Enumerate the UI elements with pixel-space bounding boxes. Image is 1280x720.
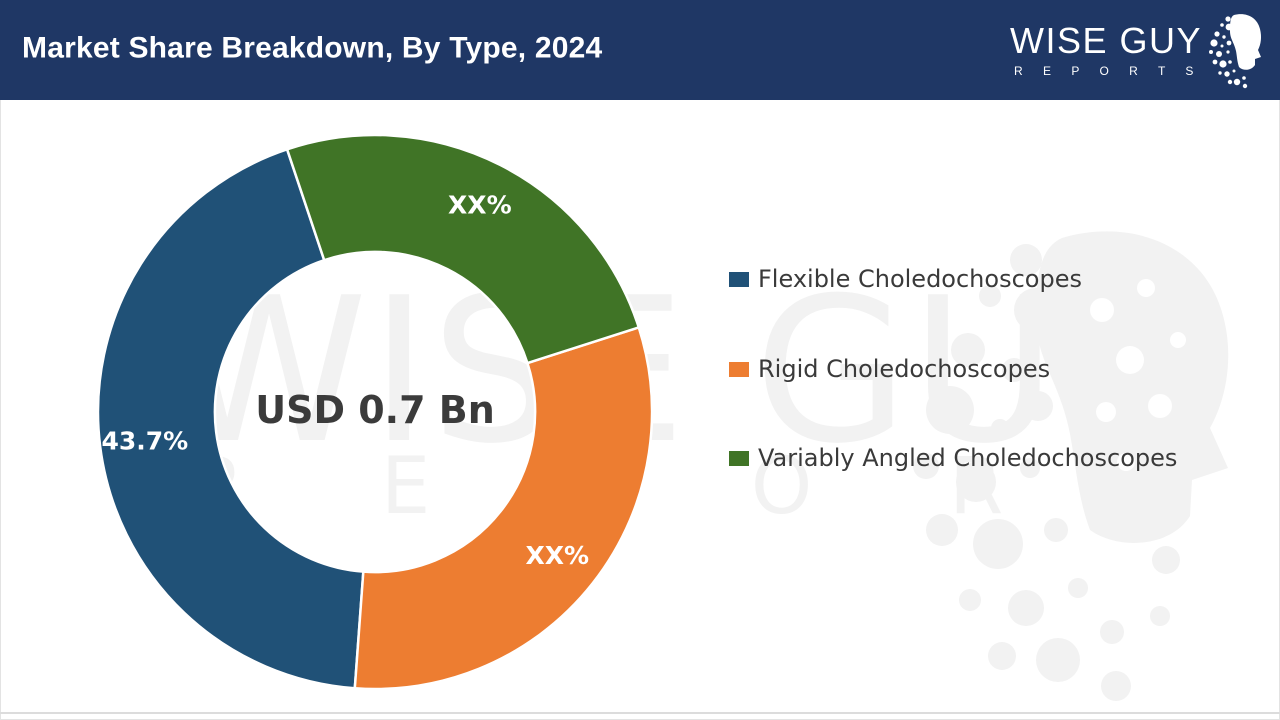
pie-segment-1 — [353, 326, 654, 691]
legend-item-rigid: Rigid Choledochoscopes — [729, 355, 1050, 383]
header: Market Share Breakdown, By Type, 2024 WI… — [0, 0, 1280, 100]
slice-label-1: XX% — [526, 541, 590, 570]
pie-segment-0 — [96, 148, 365, 690]
legend-label-rigid: Rigid Choledochoscopes — [758, 355, 1051, 383]
bottom-divider — [0, 712, 1280, 714]
slice-label-2: XX% — [448, 191, 512, 220]
watermark: WISE GUY R E P O R T S — [0, 100, 1280, 714]
center-value-label: USD 0.7 Bn — [255, 388, 495, 432]
legend-item-flexible: Flexible Choledochoscopes — [729, 265, 1082, 293]
legend-label-flexible: Flexible Choledochoscopes — [758, 265, 1082, 293]
wiseguy-logo-line2: R E P O R T S — [1014, 64, 1202, 78]
legend-swatch-rigid — [729, 361, 749, 377]
wiseguy-logo-line1: WISE GUY — [1009, 20, 1202, 61]
wiseguy-logo-text: WISE GUY R E P O R T S — [1010, 20, 1202, 78]
watermark-face-icon — [913, 231, 1229, 701]
pie-segment-2 — [285, 133, 641, 365]
legend-swatch-variably — [729, 450, 749, 466]
legend-swatch-flexible — [729, 271, 749, 287]
wiseguy-logo: WISE GUY R E P O R T S — [1010, 6, 1266, 94]
page-title: Market Share Breakdown, By Type, 2024 — [22, 31, 603, 65]
wiseguy-face-icon — [1209, 14, 1262, 89]
legend-item-variably: Variably Angled Choledochoscopes — [729, 444, 1177, 472]
legend-label-variably: Variably Angled Choledochoscopes — [758, 444, 1178, 472]
donut-chart: 43.7% XX% XX% — [96, 133, 654, 691]
slice-label-0: 43.7% — [101, 426, 188, 455]
